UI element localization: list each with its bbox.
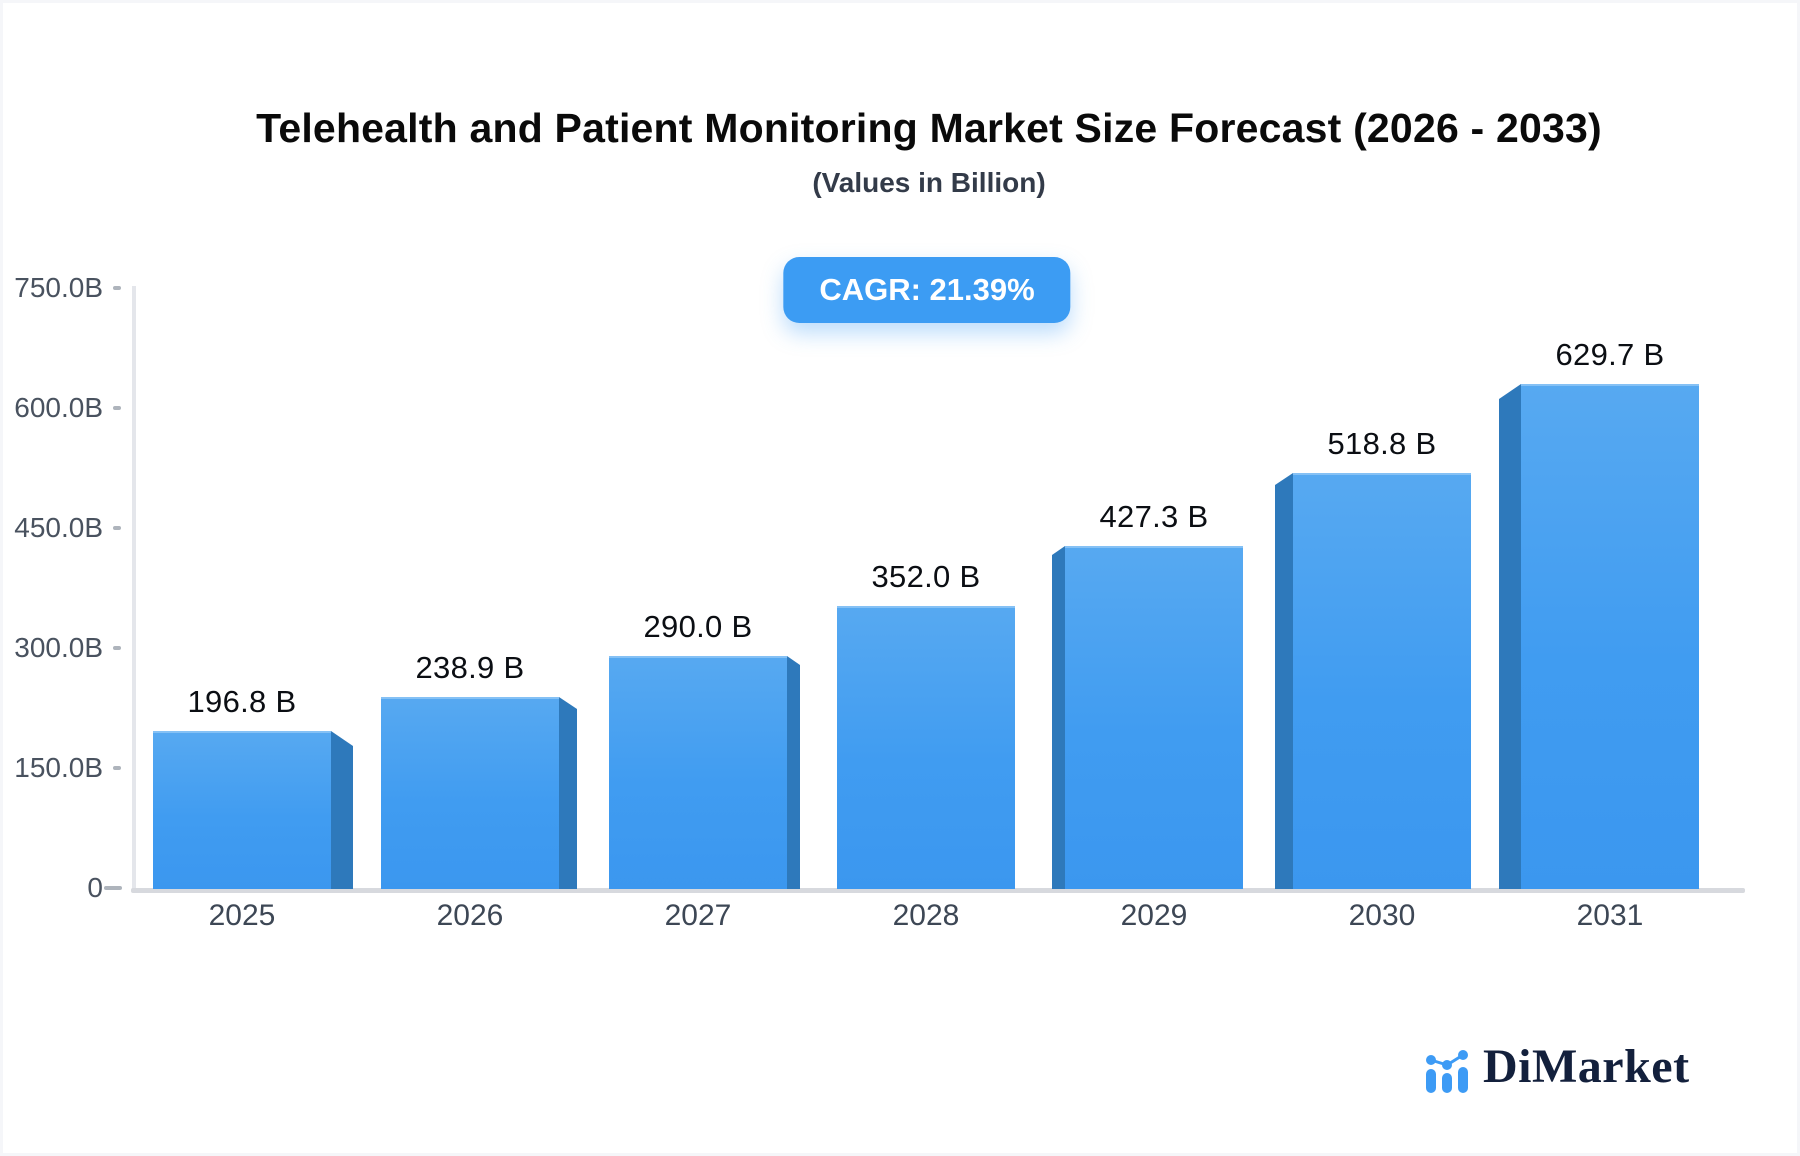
y-axis-tick-label: 750.0B [14, 272, 103, 303]
chart-header: Telehealth and Patient Monitoring Market… [29, 3, 1797, 199]
x-axis-category-label: 2028 [892, 899, 960, 932]
y-axis-tick-mark [113, 766, 121, 770]
bar-2031[interactable] [1521, 384, 1699, 889]
x-axis-category-label: 2031 [1576, 899, 1644, 932]
x-axis-baseline [131, 888, 1745, 893]
x-axis-category-label: 2025 [208, 899, 276, 932]
y-axis-tick-mark [113, 646, 121, 650]
x-axis-category-label: 2026 [436, 899, 504, 932]
chart-subtitle: (Values in Billion) [812, 167, 1046, 198]
bar-2026[interactable] [381, 697, 559, 889]
y-axis-tick-label: 600.0B [14, 392, 103, 423]
x-axis-category-label: 2029 [1120, 899, 1188, 932]
bar-side-panel [331, 731, 353, 889]
bar-2029[interactable] [1065, 546, 1243, 889]
y-axis-tick-mark [113, 286, 121, 290]
bar-value-label: 196.8 B [187, 684, 297, 719]
y-axis-tick-mark [113, 526, 121, 530]
bar-value-label: 290.0 B [643, 609, 753, 644]
dimarket-logo: DiMarket [1424, 1039, 1690, 1094]
cagr-badge: CAGR: 21.39% [783, 257, 1071, 323]
bar-side-panel [559, 697, 577, 889]
bar-chart-logo-icon [1426, 1049, 1468, 1093]
bar-value-label: 518.8 B [1327, 426, 1437, 461]
y-axis-tick-label: 0 [87, 872, 103, 903]
x-axis-category-label: 2030 [1348, 899, 1416, 932]
bar-side-panel [1275, 473, 1293, 889]
bar-side-panel [787, 656, 800, 889]
y-axis-tick-mark [113, 406, 121, 410]
y-axis-tick-label: 150.0B [14, 752, 103, 783]
bar-2028[interactable] [837, 606, 1015, 889]
chart-title: Telehealth and Patient Monitoring Market… [256, 105, 1602, 151]
bar-side-panel [1499, 384, 1521, 889]
bar-value-label: 352.0 B [871, 559, 981, 594]
bar-value-label: 629.7 B [1555, 337, 1665, 372]
bar-value-label: 238.9 B [415, 650, 525, 685]
y-axis-tick-label: 300.0B [14, 632, 103, 663]
y-axis-tick-label: 450.0B [14, 512, 103, 543]
x-axis-category-label: 2027 [664, 899, 732, 932]
y-axis-tick-mark [104, 886, 122, 890]
bar-2025[interactable] [153, 731, 331, 889]
y-axis-line [132, 286, 136, 892]
bar-2027[interactable] [609, 656, 787, 889]
bar-side-panel [1052, 546, 1065, 889]
bar-2030[interactable] [1293, 473, 1471, 889]
bar-value-label: 427.3 B [1099, 499, 1209, 534]
brand-name: DiMarket [1483, 1040, 1690, 1093]
